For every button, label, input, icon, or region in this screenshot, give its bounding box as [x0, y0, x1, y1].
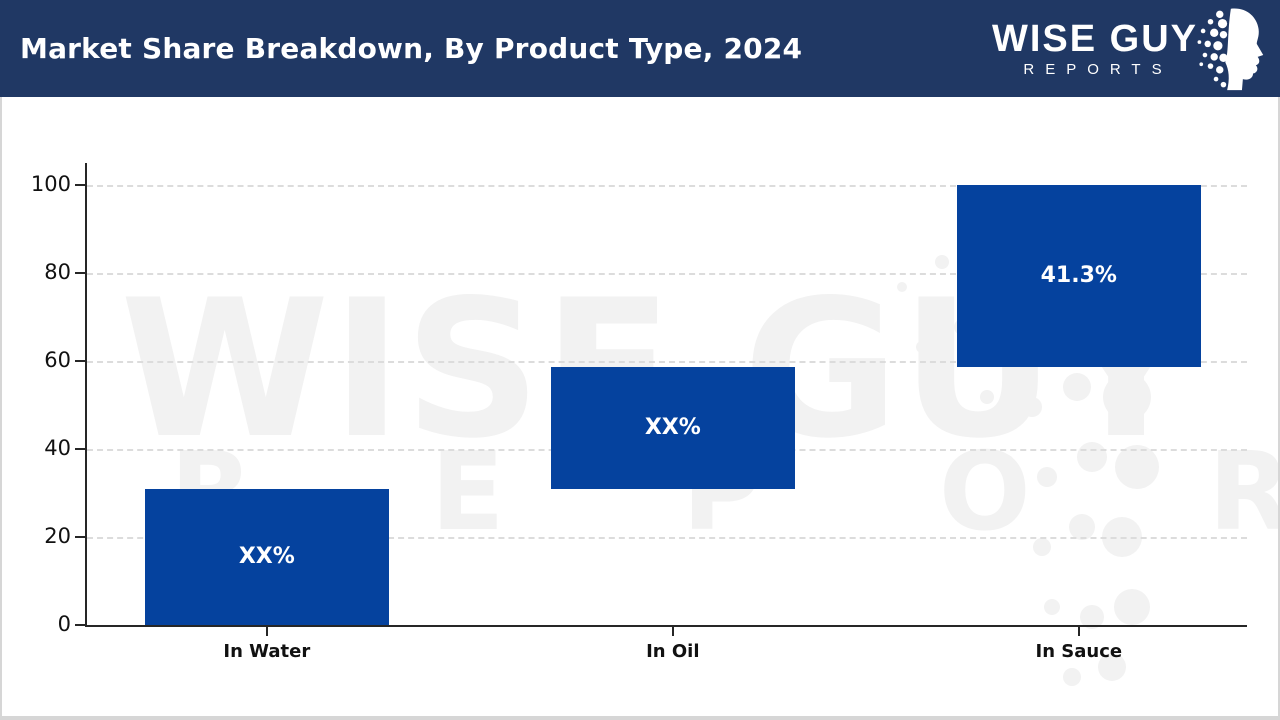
brand-logo: WISE GUY REPORTS [992, 5, 1266, 93]
header-bar: Market Share Breakdown, By Product Type,… [0, 0, 1280, 97]
y-tick-label-20: 20 [44, 523, 71, 548]
brand-subname: REPORTS [1023, 61, 1173, 78]
gridline-y-100 [87, 185, 1247, 187]
y-tick-mark [75, 448, 85, 450]
brand-name: WISE GUY [991, 18, 1198, 60]
bar-in-water: XX% [144, 488, 389, 625]
brand-face-icon [1197, 8, 1264, 90]
y-tick-label-60: 60 [44, 347, 71, 372]
x-category-label-in-water: In Water [223, 641, 311, 662]
chart-canvas: WISE GUY R E P O R T S 020406080100XX%In… [0, 97, 1280, 720]
y-tick-label-100: 100 [30, 171, 71, 196]
y-tick-mark [75, 184, 85, 186]
x-tick-mark [671, 627, 674, 636]
gridline-y-80 [87, 273, 1247, 275]
brand-logo-text: WISE GUY REPORTS [992, 20, 1198, 77]
gridline-y-60 [87, 361, 1247, 363]
y-tick-mark [75, 536, 85, 538]
y-tick-mark [75, 624, 85, 626]
bar-value-label: XX% [238, 544, 295, 570]
bar-value-label: XX% [644, 415, 701, 441]
y-tick-label-80: 80 [44, 259, 71, 284]
bar-in-sauce: 41.3% [956, 185, 1201, 367]
page-title: Market Share Breakdown, By Product Type,… [20, 32, 803, 65]
plot-area: 0 20 40 60 80 100 XX% In Water XX% In Oil 41.3% In … [31, 163, 1247, 662]
x-tick-mark [265, 627, 268, 636]
bar-in-oil: XX% [550, 366, 795, 489]
y-tick-label-40: 40 [44, 435, 71, 460]
x-category-label-in-sauce: In Sauce [1035, 641, 1123, 662]
gridline-y-20 [87, 537, 1247, 539]
x-category-label-in-oil: In Oil [646, 641, 700, 662]
y-tick-mark [75, 360, 85, 362]
y-tick-mark [75, 272, 85, 274]
x-tick-mark [1077, 627, 1080, 636]
bar-value-label: 41.3% [1040, 263, 1117, 289]
y-tick-label-0: 0 [57, 611, 71, 636]
